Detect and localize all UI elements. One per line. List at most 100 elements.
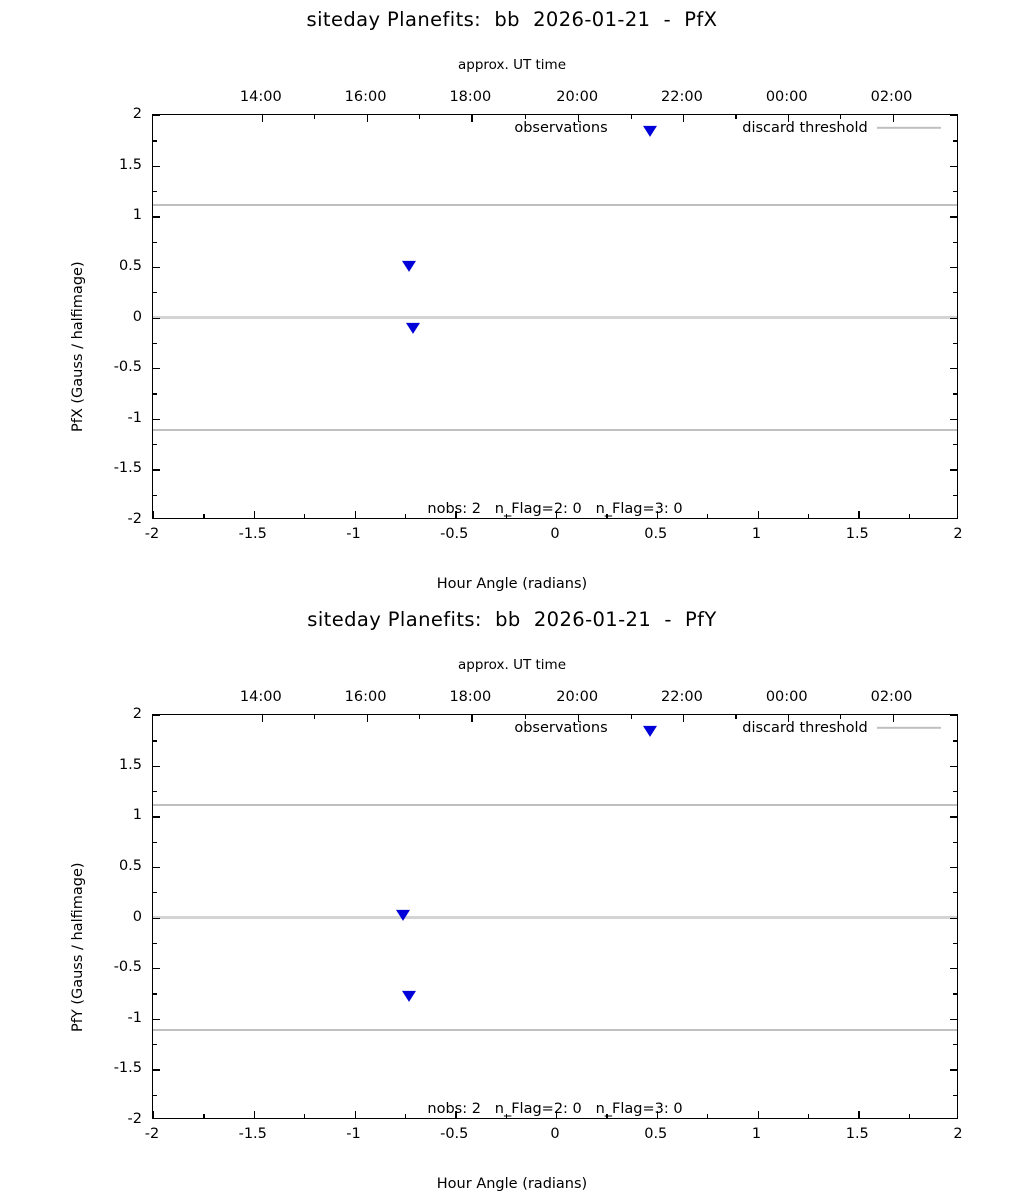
top-axis-tick-label: 16:00: [344, 689, 387, 705]
x-tick-minor: [908, 1114, 910, 1118]
top-axis-tick-label: 16:00: [344, 89, 387, 105]
y-tick-minor-right: [953, 790, 957, 793]
y-tick-minor: [153, 292, 157, 294]
y-tick-label: 0: [132, 908, 142, 925]
top-axis-label-2: approx. UT time: [458, 657, 566, 673]
top-axis-tick-minor: [524, 715, 527, 719]
y-tick-minor: [153, 942, 157, 945]
y-tick-right: [950, 266, 957, 269]
x-tick-label: -1: [346, 526, 361, 542]
x-tick-minor: [304, 1114, 306, 1118]
top-axis-tick-label: 02:00: [870, 689, 913, 705]
x-tick: [253, 1111, 256, 1118]
x-tick: [455, 1111, 457, 1118]
data-point-marker: [395, 910, 410, 922]
y-tick: [153, 866, 160, 869]
top-axis-tick: [682, 115, 685, 122]
threshold-line: [153, 428, 957, 432]
threshold-line: [153, 803, 957, 807]
y-tick: [153, 816, 160, 818]
legend-label-observations: observations: [514, 120, 608, 136]
top-axis-tick-minor: [735, 715, 737, 719]
y-tick: [153, 266, 160, 269]
legend-label-threshold: discard threshold: [742, 720, 868, 736]
x-tick-minor: [505, 1114, 507, 1118]
y-tick-minor-right: [953, 444, 957, 446]
y-tick-right: [950, 317, 957, 319]
x-tick: [354, 1111, 356, 1118]
y-tick-label: -1.5: [113, 460, 142, 477]
x-tick-minor: [404, 1114, 407, 1118]
x-tick-label: -1: [346, 1126, 361, 1142]
x-tick-label: 0: [550, 1126, 560, 1142]
x-tick-minor: [203, 1114, 205, 1118]
y-tick-label: 1.5: [118, 756, 142, 773]
x-tick: [556, 1111, 558, 1118]
y-axis-title-2: PfY (Gauss / halfimage): [70, 862, 86, 1032]
y-tick-minor: [153, 444, 157, 446]
legend-line-threshold: [877, 726, 941, 730]
y-tick-minor: [153, 790, 157, 793]
page-title: siteday Planefits: bb 2026-01-21 - PfX: [306, 8, 718, 31]
y-tick-minor-right: [953, 841, 957, 843]
x-tick-label: 1.5: [845, 1126, 869, 1142]
x-tick-label: -2: [144, 1126, 160, 1142]
x-tick-label: -2: [144, 526, 160, 542]
y-tick-right: [950, 917, 957, 919]
y-tick-minor-right: [953, 740, 957, 742]
top-axis-tick-minor: [840, 715, 842, 719]
x-axis-title: Hour Angle (radians): [436, 576, 588, 592]
x-tick-label: 1: [751, 1126, 762, 1142]
y-tick: [153, 715, 160, 717]
y-tick: [153, 368, 160, 370]
top-axis-tick-label: 22:00: [661, 689, 703, 705]
top-axis-tick-minor: [418, 715, 421, 719]
x-tick-label: 1.5: [845, 526, 869, 542]
y-tick-right: [950, 216, 957, 218]
top-axis-tick: [261, 715, 264, 722]
y-tick-minor-right: [953, 993, 957, 995]
y-tick: [153, 469, 160, 471]
x-tick-label: 0: [550, 526, 560, 542]
data-point-marker: [405, 322, 420, 334]
y-tick-right: [950, 968, 957, 970]
x-tick-minor: [505, 514, 507, 518]
y-tick-minor-right: [953, 942, 957, 945]
x-tick-label: 0.5: [644, 1126, 668, 1142]
legend-label-observations: observations: [514, 720, 608, 736]
x-tick-minor: [606, 1114, 608, 1118]
x-tick: [153, 511, 155, 518]
y-tick: [153, 216, 160, 218]
y-tick-minor: [153, 494, 157, 496]
top-axis-tick: [366, 115, 368, 122]
y-tick-minor: [153, 892, 157, 894]
x-tick-label: 2: [953, 526, 963, 542]
x-tick-minor: [404, 514, 407, 518]
top-axis-tick-label: 00:00: [765, 689, 808, 705]
top-axis-tick: [261, 115, 264, 122]
y-tick-right: [950, 816, 957, 818]
y-tick: [153, 1018, 160, 1021]
y-tick: [153, 115, 160, 117]
y-tick: [153, 1069, 160, 1071]
x-tick: [656, 511, 659, 518]
y-tick-right: [950, 765, 957, 767]
x-tick-label: -0.5: [440, 526, 469, 542]
x-tick: [455, 511, 457, 518]
top-axis-tick-label: 18:00: [449, 689, 492, 705]
top-axis-tick-minor: [630, 715, 632, 719]
y-tick-label: 0.5: [118, 857, 142, 874]
y-tick-label: 0: [132, 308, 142, 325]
legend-label-threshold: discard threshold: [742, 120, 868, 136]
top-axis-tick-minor: [524, 115, 527, 119]
y-tick-label: 2: [132, 706, 142, 722]
x-tick: [153, 1111, 155, 1118]
x-tick: [757, 1111, 759, 1118]
y-tick-label: 1: [132, 807, 142, 824]
x-axis-title-2: Hour Angle (radians): [436, 1176, 588, 1192]
y-tick-minor: [153, 1044, 157, 1046]
y-tick-label: 1.5: [118, 156, 142, 173]
y-tick-label: -2: [127, 511, 142, 527]
x-tick-minor: [203, 514, 205, 518]
plot-area-pfy: [152, 714, 958, 1119]
